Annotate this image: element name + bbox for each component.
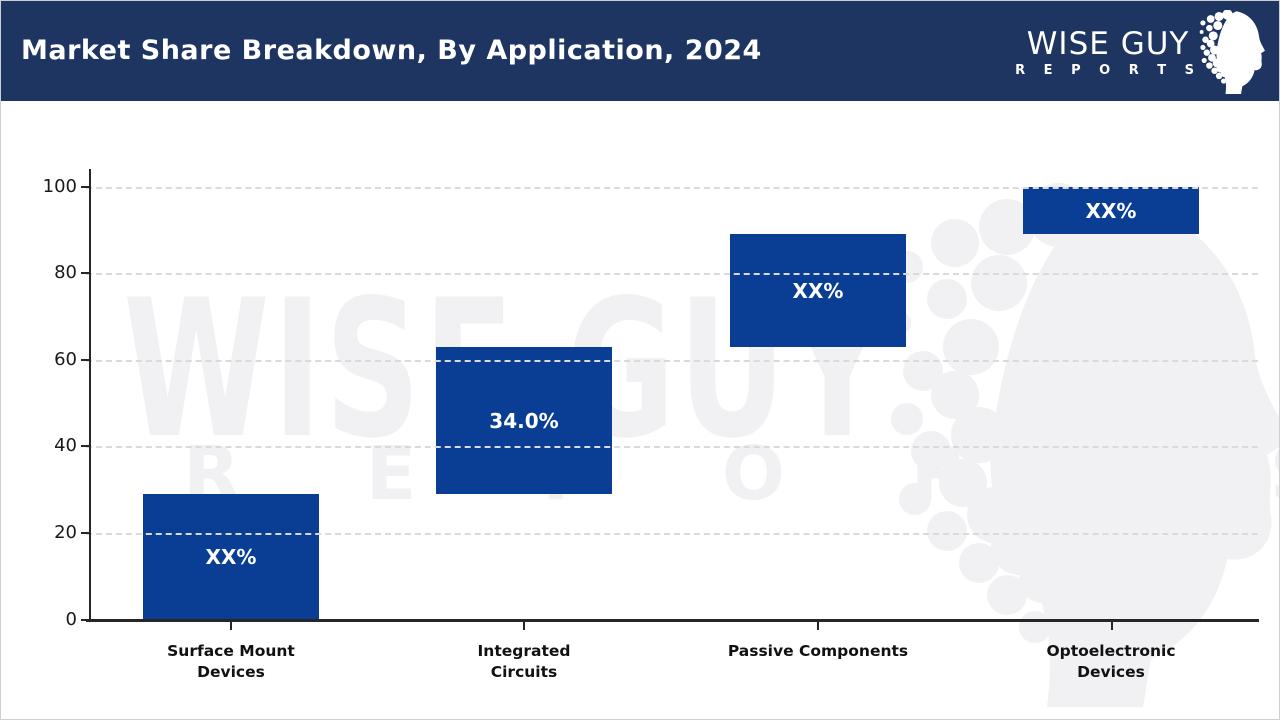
page-title: Market Share Breakdown, By Application, … [21, 35, 762, 66]
bar-passive-components: XX% [730, 234, 906, 347]
category-line: Surface Mount [167, 642, 295, 660]
bar-value-label: 34.0% [489, 408, 559, 433]
bar-optoelectronic-devices: XX% [1023, 187, 1199, 234]
bar-value-label: XX% [205, 545, 257, 569]
y-tick [81, 359, 89, 361]
head-logo-icon [1199, 10, 1265, 94]
y-tick [81, 186, 89, 188]
bar-surface-mount-devices: XX% [143, 494, 319, 620]
category-label-passive-components: Passive Components [688, 641, 948, 662]
y-tick-label-100: 100 [42, 176, 77, 197]
y-tick-label-60: 60 [54, 349, 77, 370]
bar-integrated-circuits: 34.0% [436, 347, 612, 494]
x-tick [1111, 622, 1113, 630]
gridline-20 [86, 533, 1258, 535]
gridline-100 [86, 187, 1258, 189]
header-bar: Market Share Breakdown, By Application, … [1, 1, 1279, 101]
x-tick [523, 622, 525, 630]
y-tick [81, 272, 89, 274]
y-tick [81, 445, 89, 447]
category-line: Integrated [477, 642, 571, 660]
gridline-80 [86, 273, 1258, 275]
category-label-integrated-circuits: Integrated Circuits [394, 641, 654, 683]
y-tick-label-0: 0 [65, 609, 77, 630]
y-tick [81, 619, 89, 621]
category-line: Optoelectronic [1046, 642, 1176, 660]
gridline-60 [86, 360, 1258, 362]
bar-value-label: XX% [1085, 198, 1137, 223]
y-axis-spine [89, 169, 91, 621]
gridline-40 [86, 446, 1258, 448]
category-line: Devices [1077, 663, 1145, 681]
brand-name: WISE GUY [1026, 26, 1190, 62]
y-tick-label-20: 20 [54, 522, 77, 543]
x-tick [230, 622, 232, 630]
x-axis-spine [86, 619, 1259, 622]
x-tick [817, 622, 819, 630]
category-line: Circuits [490, 663, 558, 681]
bar-value-label: XX% [792, 278, 844, 303]
category-label-optoelectronic-devices: Optoelectronic Devices [981, 641, 1241, 683]
y-tick [81, 532, 89, 534]
y-tick-label-80: 80 [54, 262, 77, 283]
category-line: Passive Components [727, 642, 909, 660]
category-line: Devices [197, 663, 265, 681]
head-watermark-icon [887, 183, 1279, 707]
brand-logo-text: WISE GUY R E P O R T S [1015, 26, 1201, 78]
y-tick-label-40: 40 [54, 435, 77, 456]
category-label-surface-mount-devices: Surface Mount Devices [101, 641, 361, 683]
brand-tagline: R E P O R T S [1015, 63, 1201, 78]
brand-logo: WISE GUY R E P O R T S [1015, 9, 1269, 95]
